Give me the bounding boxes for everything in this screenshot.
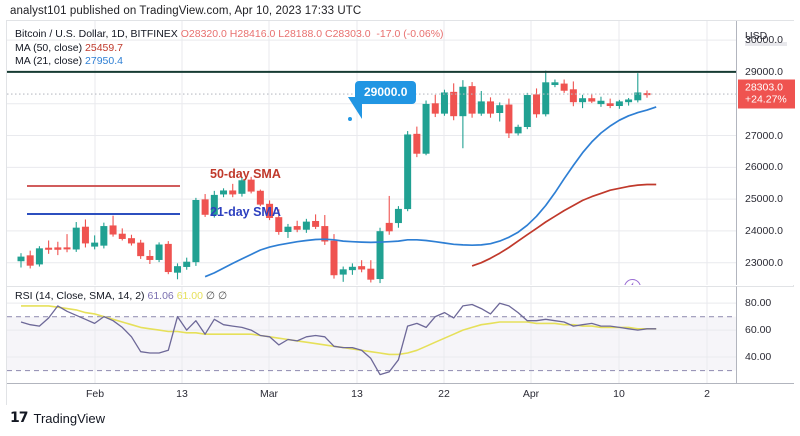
publication-byline: analyst101 published on TradingView.com,… xyxy=(10,5,362,17)
last-price-value: 28303.0 xyxy=(745,81,783,94)
sma50-annotation-label: 50-day SMA xyxy=(210,167,281,181)
sma50-annotation-line xyxy=(27,185,180,187)
time-tick-label: 13 xyxy=(176,388,188,400)
price-tick-label: 29000.0 xyxy=(745,65,783,78)
time-tick-label: Feb xyxy=(85,388,105,400)
currency-label: USD xyxy=(745,30,768,42)
price-tick-label: 30000.0 xyxy=(745,34,783,47)
price-axis[interactable]: USD 30000.0 29000.0 27000.0 26000.0 25000.0 2… xyxy=(736,21,795,285)
price-chart-canvas xyxy=(7,21,736,285)
chart-frame: 50-day SMA 21-day SMA 29000.0 Bitcoin / … xyxy=(6,20,795,405)
price-tick-label: 24000.0 xyxy=(745,224,783,237)
last-price-tag: 28303.0 +24.27% xyxy=(738,79,795,109)
time-tick-label: 13 xyxy=(351,388,363,400)
rsi-tick-label: 40.00 xyxy=(745,351,772,364)
lightning-bolt-glyph xyxy=(631,282,634,285)
callout-anchor-point xyxy=(347,116,353,122)
tradingview-brand-name: TradingView xyxy=(33,410,106,426)
currency-sublabel-placeholder xyxy=(745,42,787,46)
rsi-tick-label: 60.00 xyxy=(745,324,772,337)
price-tick-label: 23000.0 xyxy=(745,256,783,269)
time-tick-label: 2 xyxy=(704,388,710,400)
rsi-pane[interactable]: RSI (14, Close, SMA, 14, 2) 61.06 61.00 … xyxy=(7,286,736,383)
rsi-chart-canvas xyxy=(7,287,736,383)
time-tick-label: Mar xyxy=(259,388,279,400)
time-tick-label: Apr xyxy=(522,388,540,400)
sma21-annotation-line xyxy=(27,213,180,215)
price-tick-label: 25000.0 xyxy=(745,193,783,206)
rsi-tick-label: 80.00 xyxy=(745,297,772,310)
resistance-callout-badge[interactable]: 29000.0 xyxy=(355,81,417,104)
tradingview-footer: 17 TradingView xyxy=(10,410,105,426)
last-price-change-percent: +24.27% xyxy=(745,93,787,106)
price-tick-label: 26000.0 xyxy=(745,161,783,174)
rsi-axis[interactable]: 80.00 60.00 40.00 xyxy=(736,286,794,383)
sma21-annotation-label: 21-day SMA xyxy=(210,205,281,219)
time-axis[interactable]: Feb 13 Mar 13 22 Apr 10 2 xyxy=(7,383,794,405)
price-tick-label: 27000.0 xyxy=(745,129,783,142)
tradingview-logo-icon: 17 xyxy=(10,410,29,426)
time-tick-label: 22 xyxy=(438,388,450,400)
price-pane[interactable]: 50-day SMA 21-day SMA 29000.0 Bitcoin / … xyxy=(7,21,736,285)
time-tick-label: 10 xyxy=(613,388,625,400)
